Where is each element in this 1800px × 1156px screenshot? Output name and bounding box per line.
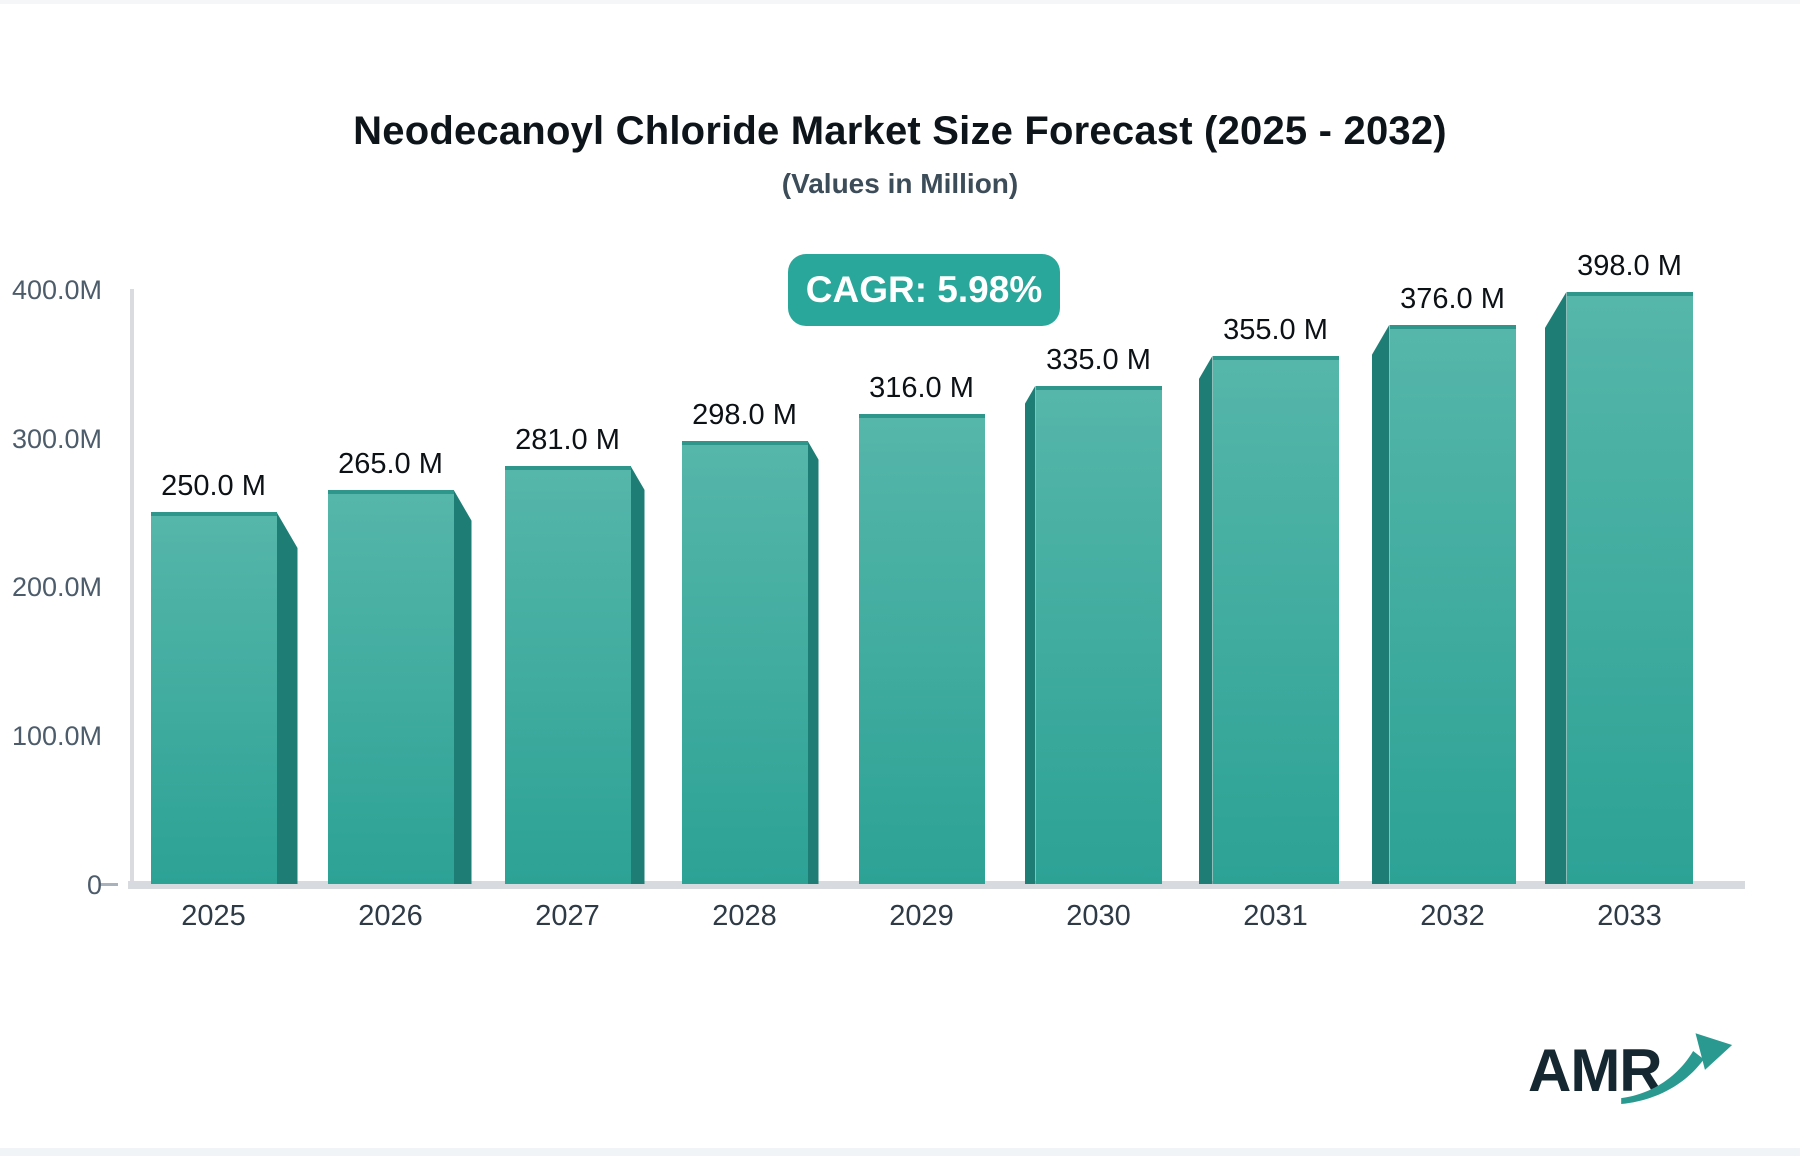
bar-front-face xyxy=(327,489,454,884)
x-axis-label: 2030 xyxy=(1066,900,1131,932)
x-axis-label: 2032 xyxy=(1420,900,1485,932)
bar-2029 xyxy=(858,413,985,884)
bar-top-edge xyxy=(1389,324,1516,329)
bar-front-face xyxy=(1212,355,1339,884)
x-axis-label: 2029 xyxy=(889,900,954,932)
bar-side-3d xyxy=(630,465,645,884)
bar-top-edge xyxy=(327,489,454,494)
x-axis-baseline xyxy=(128,881,1745,889)
zero-tick-mark xyxy=(99,883,118,886)
bar-top-edge xyxy=(1566,291,1693,296)
bar-2031 xyxy=(1198,355,1339,884)
bar-value-label: 335.0 M xyxy=(1046,343,1151,376)
cagr-badge: CAGR: 5.98% xyxy=(788,254,1060,326)
amr-logo-text: AMR xyxy=(1528,1037,1663,1104)
x-axis-label: 2026 xyxy=(358,900,423,932)
x-axis-label: 2027 xyxy=(535,900,600,932)
x-axis-label: 2028 xyxy=(712,900,777,932)
amr-logo: AMR xyxy=(1528,1030,1758,1116)
bar-side-3d xyxy=(1198,355,1213,884)
bar-2027 xyxy=(504,465,645,884)
bar-side-3d xyxy=(453,489,472,884)
bar-front-face xyxy=(150,512,277,884)
cagr-badge-label: CAGR: 5.98% xyxy=(805,269,1043,310)
bar-side-3d xyxy=(807,440,819,884)
y-tick-label: 300.0M xyxy=(11,423,102,454)
bar-top-edge xyxy=(504,465,631,470)
y-tick-label: 400.0M xyxy=(11,274,102,305)
bar-value-label: 398.0 M xyxy=(1577,249,1682,282)
bar-value-label: 265.0 M xyxy=(338,447,443,480)
bar-front-face xyxy=(681,440,808,884)
bar-2028 xyxy=(681,440,819,884)
bottom-edge-strip xyxy=(0,1148,1800,1156)
chart-title: Neodecanoyl Chloride Market Size Forecas… xyxy=(353,109,1447,153)
bar-value-label: 250.0 M xyxy=(161,470,266,502)
y-tick-label: 0 xyxy=(86,870,102,900)
bar-top-edge xyxy=(858,413,985,418)
bar-2033 xyxy=(1544,291,1693,884)
bar-value-label: 316.0 M xyxy=(869,371,974,404)
bar-top-edge xyxy=(1035,385,1162,390)
bar-2026 xyxy=(327,489,472,884)
y-tick-label: 200.0M xyxy=(11,572,102,603)
bar-front-face xyxy=(1035,385,1162,884)
bar-side-3d xyxy=(276,512,298,884)
bar-front-face xyxy=(1389,324,1516,884)
x-axis-label: 2033 xyxy=(1597,900,1662,932)
y-tick-label: 100.0M xyxy=(11,721,102,752)
bar-value-label: 298.0 M xyxy=(692,398,797,431)
bar-value-label: 281.0 M xyxy=(515,423,620,456)
bar-top-edge xyxy=(681,440,808,445)
bar-front-face xyxy=(504,465,631,884)
bar-front-face xyxy=(858,413,985,884)
bar-2032 xyxy=(1371,324,1516,884)
growth-arrow-icon xyxy=(1621,1033,1733,1105)
bar-top-edge xyxy=(1212,355,1339,360)
bar-side-3d xyxy=(1544,291,1567,884)
bar-side-3d xyxy=(1024,385,1036,884)
bar-front-face xyxy=(1566,291,1693,884)
x-axis-label: 2031 xyxy=(1243,900,1308,932)
y-axis-line xyxy=(130,289,134,882)
chart-subtitle: (Values in Million) xyxy=(781,168,1019,199)
bar-2025 xyxy=(150,512,298,884)
bar-value-label: 355.0 M xyxy=(1223,313,1328,346)
x-axis-label: 2025 xyxy=(181,900,246,932)
bar-value-label: 376.0 M xyxy=(1400,282,1505,315)
bar-top-edge xyxy=(150,512,277,516)
bar-side-3d xyxy=(1371,324,1390,884)
bar-2030 xyxy=(1024,385,1162,884)
top-edge-strip xyxy=(0,0,1800,4)
